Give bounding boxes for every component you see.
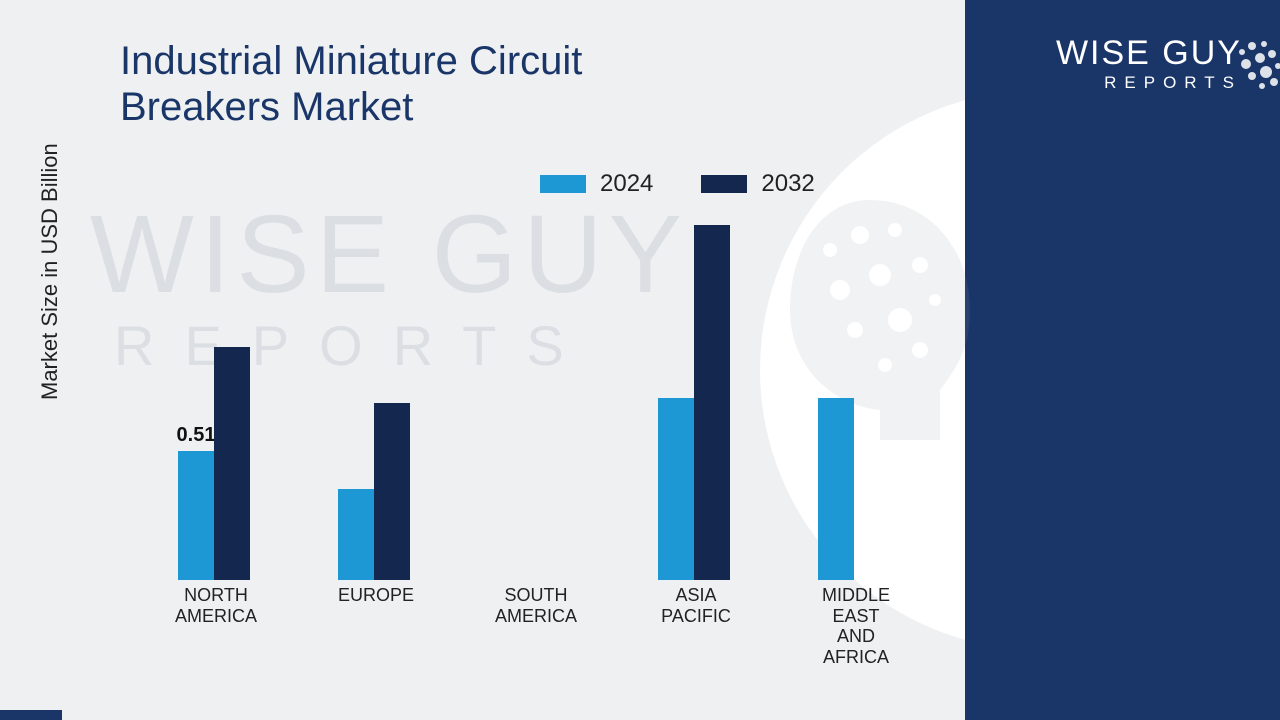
x-axis-label: NORTHAMERICA (156, 585, 276, 626)
bar (338, 489, 374, 580)
page-root: WISE GUY REPORTS Industrial Miniature Ci… (0, 0, 1280, 720)
bar (214, 347, 250, 580)
bar (658, 398, 694, 580)
x-axis-label: MIDDLEEASTANDAFRICA (796, 585, 916, 668)
legend-swatch-2032 (701, 175, 747, 193)
right-panel (965, 0, 1280, 720)
bar-chart: Market Size in USD Billion 2024 2032 0.5… (60, 170, 980, 670)
plot-area: 0.51 (150, 200, 970, 580)
y-axis-label: Market Size in USD Billion (37, 143, 63, 400)
legend-item-2024: 2024 (540, 170, 653, 198)
x-axis-label: SOUTHAMERICA (476, 585, 596, 626)
legend-label-2032: 2032 (761, 170, 814, 198)
bar (374, 403, 410, 580)
bar: 0.51 (178, 451, 214, 580)
bottom-accent-bar (0, 710, 62, 720)
legend-item-2032: 2032 (701, 170, 814, 198)
legend-swatch-2024 (540, 175, 586, 193)
logo-main-text: WISE GUY (1056, 36, 1242, 72)
legend-label-2024: 2024 (600, 170, 653, 198)
chart-title: Industrial Miniature Circuit Breakers Ma… (120, 38, 680, 130)
x-axis-label: EUROPE (316, 585, 436, 606)
bar (818, 398, 854, 580)
logo-sub-text: REPORTS (1056, 74, 1242, 92)
bar (694, 225, 730, 580)
x-axis-label: ASIAPACIFIC (636, 585, 756, 626)
brand-logo: WISE GUY REPORTS (1056, 36, 1242, 92)
chart-legend: 2024 2032 (540, 170, 815, 198)
